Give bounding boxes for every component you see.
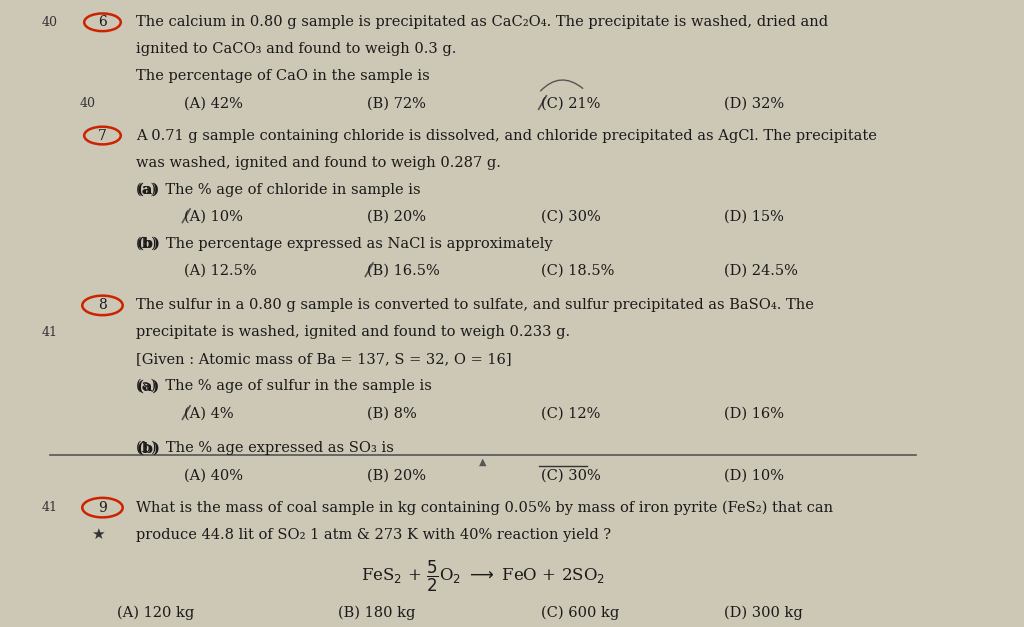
Text: (A) 40%: (A) 40% <box>184 468 244 482</box>
Text: (A) 10%: (A) 10% <box>184 209 244 223</box>
Text: A 0.71 g sample containing chloride is dissolved, and chloride precipitated as A: A 0.71 g sample containing chloride is d… <box>136 129 878 142</box>
Text: (D) 300 kg: (D) 300 kg <box>724 606 802 620</box>
Text: (A) 12.5%: (A) 12.5% <box>184 263 257 277</box>
Text: 6: 6 <box>98 15 106 29</box>
Text: produce 44.8 lit of SO₂ 1 atm & 273 K with 40% reaction yield ?: produce 44.8 lit of SO₂ 1 atm & 273 K wi… <box>136 527 611 542</box>
Text: (a)  The % age of chloride in sample is: (a) The % age of chloride in sample is <box>136 182 421 197</box>
Text: (A) 4%: (A) 4% <box>184 406 233 420</box>
Text: (B) 20%: (B) 20% <box>368 468 426 482</box>
Text: The percentage of CaO in the sample is: The percentage of CaO in the sample is <box>136 69 430 83</box>
Text: 41: 41 <box>42 326 57 339</box>
Text: (B) 72%: (B) 72% <box>368 96 426 110</box>
Text: (D) 32%: (D) 32% <box>724 96 783 110</box>
Text: ignited to CaCO₃ and found to weigh 0.3 g.: ignited to CaCO₃ and found to weigh 0.3 … <box>136 42 457 56</box>
Text: (A) 120 kg: (A) 120 kg <box>117 606 195 620</box>
Text: 9: 9 <box>98 500 106 515</box>
Text: 40: 40 <box>80 97 96 110</box>
Text: (B) 16.5%: (B) 16.5% <box>368 263 440 277</box>
Text: ▲: ▲ <box>479 456 486 466</box>
Text: (C) 21%: (C) 21% <box>541 96 600 110</box>
Text: (a): (a) <box>136 182 160 196</box>
Text: (B) 20%: (B) 20% <box>368 209 426 223</box>
Text: precipitate is washed, ignited and found to weigh 0.233 g.: precipitate is washed, ignited and found… <box>136 325 570 339</box>
Text: (b)  The percentage expressed as NaCl is approximately: (b) The percentage expressed as NaCl is … <box>136 236 553 251</box>
Text: [Given : Atomic mass of Ba = 137, S = 32, O = 16]: [Given : Atomic mass of Ba = 137, S = 32… <box>136 352 512 366</box>
Text: (C) 12%: (C) 12% <box>541 406 600 420</box>
Text: (B) 8%: (B) 8% <box>368 406 417 420</box>
Text: ★: ★ <box>91 527 104 542</box>
Text: (C) 18.5%: (C) 18.5% <box>541 263 614 277</box>
Text: was washed, ignited and found to weigh 0.287 g.: was washed, ignited and found to weigh 0… <box>136 155 501 169</box>
Text: (C) 30%: (C) 30% <box>541 468 600 482</box>
Text: The calcium in 0.80 g sample is precipitated as CaC₂O₄. The precipitate is washe: The calcium in 0.80 g sample is precipit… <box>136 15 828 29</box>
Text: (C) 30%: (C) 30% <box>541 209 600 223</box>
Text: 7: 7 <box>98 129 106 142</box>
Text: (b): (b) <box>136 441 160 455</box>
Text: (D) 16%: (D) 16% <box>724 406 783 420</box>
Text: The sulfur in a 0.80 g sample is converted to sulfate, and sulfur precipitated a: The sulfur in a 0.80 g sample is convert… <box>136 298 814 312</box>
Text: (a): (a) <box>136 379 160 393</box>
Text: (D) 10%: (D) 10% <box>724 468 783 482</box>
Text: (b)  The % age expressed as SO₃ is: (b) The % age expressed as SO₃ is <box>136 441 394 455</box>
Text: (b): (b) <box>136 236 160 250</box>
Text: (a)  The % age of sulfur in the sample is: (a) The % age of sulfur in the sample is <box>136 379 432 394</box>
Text: (D) 15%: (D) 15% <box>724 209 783 223</box>
Text: (D) 24.5%: (D) 24.5% <box>724 263 798 277</box>
Text: 41: 41 <box>42 501 57 514</box>
Text: What is the mass of coal sample in kg containing 0.05% by mass of iron pyrite (F: What is the mass of coal sample in kg co… <box>136 500 834 515</box>
Text: (C) 600 kg: (C) 600 kg <box>541 606 618 620</box>
Text: (A) 42%: (A) 42% <box>184 96 244 110</box>
Text: 8: 8 <box>98 298 106 312</box>
Text: (B) 180 kg: (B) 180 kg <box>338 606 416 620</box>
Text: 40: 40 <box>42 16 57 29</box>
Text: FeS$_2$ + $\dfrac{5}{2}$O$_2$ $\longrightarrow$ FeO + 2SO$_2$: FeS$_2$ + $\dfrac{5}{2}$O$_2$ $\longrigh… <box>360 559 605 594</box>
